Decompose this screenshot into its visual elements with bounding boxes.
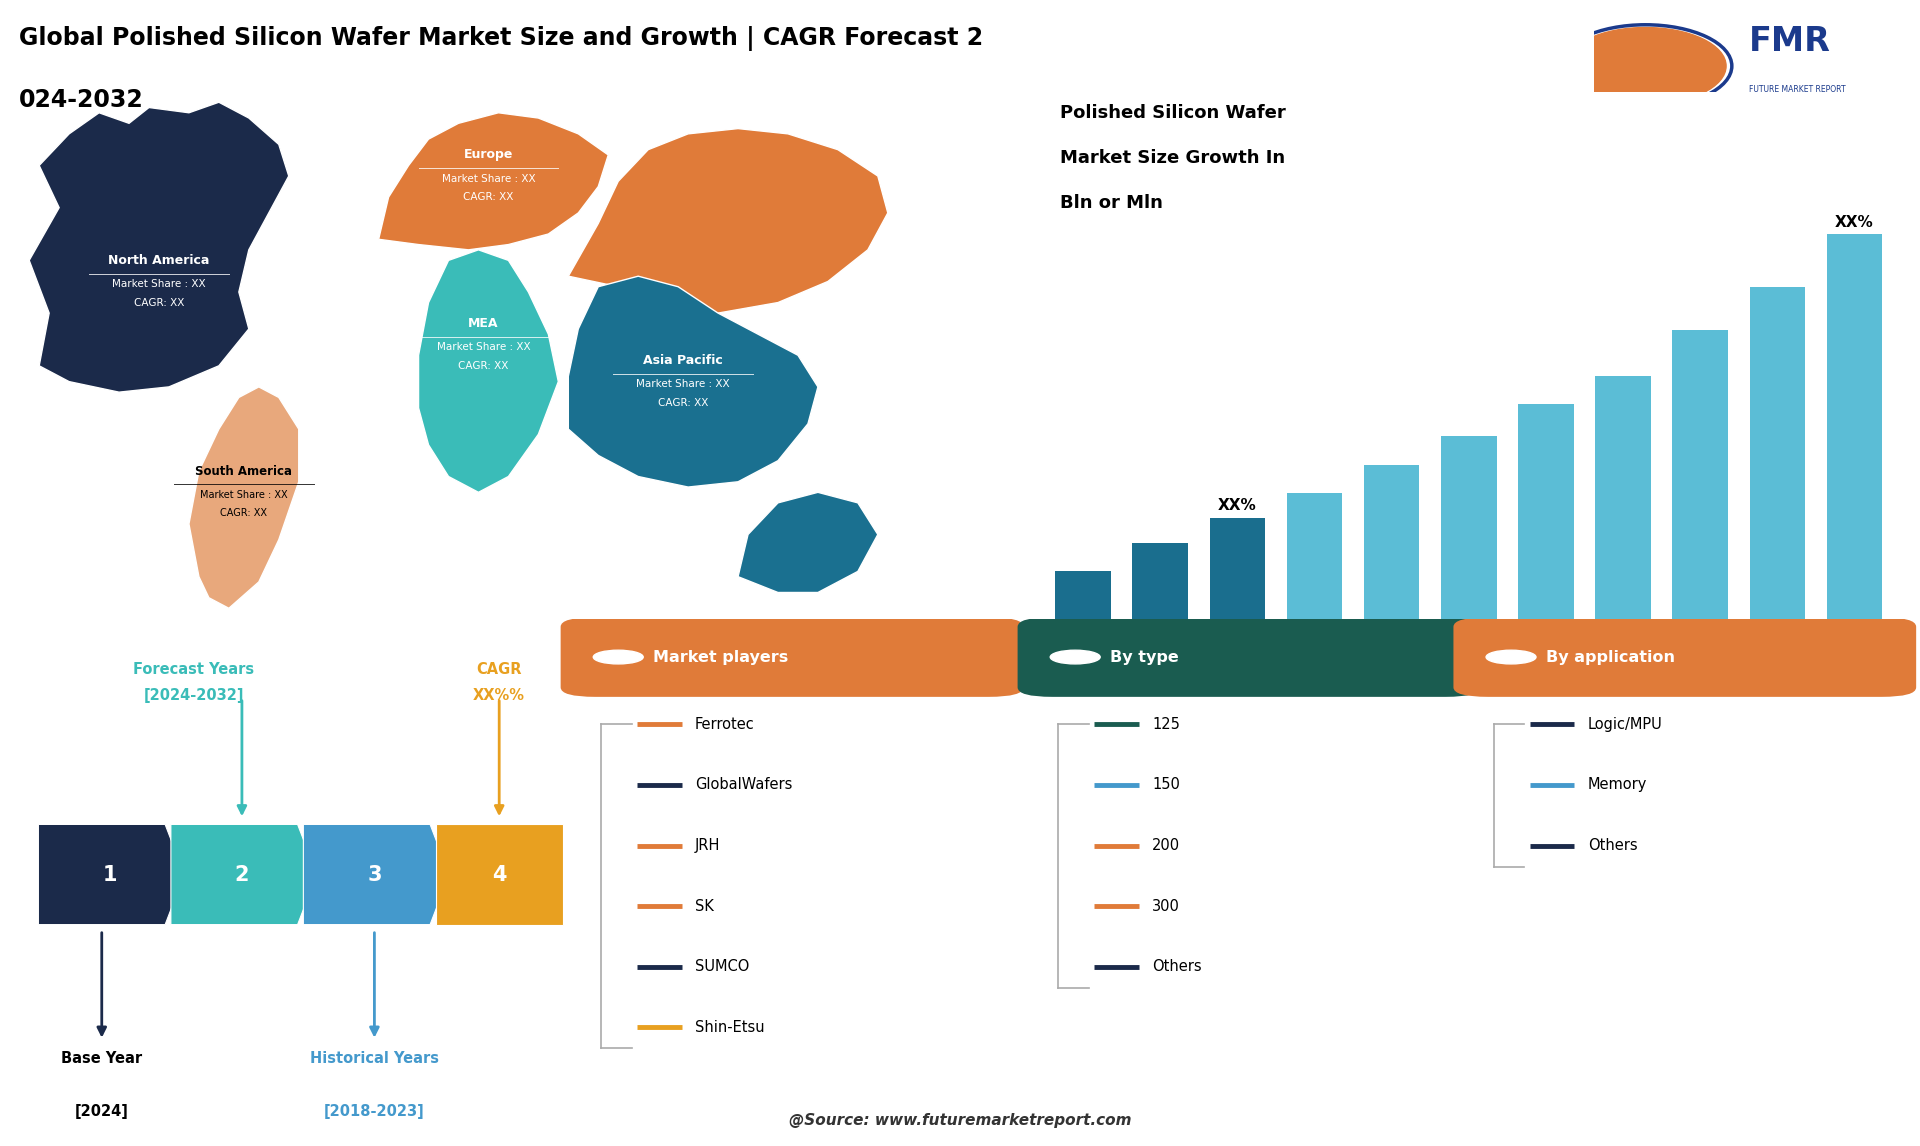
Polygon shape xyxy=(29,102,288,392)
Text: South America: South America xyxy=(196,465,292,478)
Circle shape xyxy=(1486,650,1536,664)
Bar xyxy=(1596,376,1651,642)
Text: Market Share : XX: Market Share : XX xyxy=(636,379,730,390)
Text: FMR: FMR xyxy=(1749,25,1832,57)
FancyBboxPatch shape xyxy=(1018,618,1480,697)
Text: [2024-2032]: [2024-2032] xyxy=(144,689,244,704)
Text: 024-2032: 024-2032 xyxy=(19,87,144,111)
Text: Polished Silicon Wafer: Polished Silicon Wafer xyxy=(1060,104,1286,121)
Polygon shape xyxy=(737,493,877,592)
Text: Asia Pacific: Asia Pacific xyxy=(643,354,724,367)
Text: Market players: Market players xyxy=(653,650,787,665)
Text: Memory: Memory xyxy=(1588,777,1647,792)
Text: Bln or Mln: Bln or Mln xyxy=(1060,194,1164,212)
Text: Others: Others xyxy=(1152,959,1202,974)
Polygon shape xyxy=(419,250,559,493)
Bar xyxy=(1749,288,1805,642)
FancyBboxPatch shape xyxy=(1453,618,1916,697)
Text: North America: North America xyxy=(108,254,209,267)
Circle shape xyxy=(1050,650,1100,664)
Text: CAGR: XX: CAGR: XX xyxy=(659,398,708,408)
Circle shape xyxy=(593,650,643,664)
Text: 125: 125 xyxy=(1152,716,1181,732)
Text: By application: By application xyxy=(1546,650,1674,665)
Text: FUTURE MARKET REPORT: FUTURE MARKET REPORT xyxy=(1749,85,1845,94)
Bar xyxy=(1056,571,1112,642)
Text: [2018-2023]: [2018-2023] xyxy=(324,1104,424,1118)
Text: Others: Others xyxy=(1588,838,1638,853)
Text: XX%%: XX%% xyxy=(472,689,526,704)
Text: Market Size Growth In: Market Size Growth In xyxy=(1060,149,1284,166)
Text: 2: 2 xyxy=(234,864,250,885)
Bar xyxy=(1442,437,1496,642)
Text: [2024]: [2024] xyxy=(75,1104,129,1118)
Polygon shape xyxy=(568,276,818,487)
Text: Forecast Years: Forecast Years xyxy=(132,662,255,677)
Bar xyxy=(1133,542,1188,642)
Text: Market Share : XX: Market Share : XX xyxy=(111,280,205,289)
Text: Logic/MPU: Logic/MPU xyxy=(1588,716,1663,732)
Text: GlobalWafers: GlobalWafers xyxy=(695,777,793,792)
Text: CAGR: CAGR xyxy=(476,662,522,677)
Text: Market Share : XX: Market Share : XX xyxy=(436,343,530,352)
Polygon shape xyxy=(303,824,449,925)
Text: MEA: MEA xyxy=(468,317,499,330)
Text: Global Polished Silicon Wafer Market Size and Growth | CAGR Forecast 2: Global Polished Silicon Wafer Market Siz… xyxy=(19,25,983,50)
Text: 300: 300 xyxy=(1152,898,1181,913)
Polygon shape xyxy=(568,128,887,313)
FancyBboxPatch shape xyxy=(561,618,1023,697)
Polygon shape xyxy=(436,824,563,925)
Bar xyxy=(1210,518,1265,642)
Text: CAGR: XX: CAGR: XX xyxy=(463,193,515,202)
Text: XX%: XX% xyxy=(1836,215,1874,230)
Text: 150: 150 xyxy=(1152,777,1181,792)
Text: Market Share : XX: Market Share : XX xyxy=(200,490,288,500)
Text: JRH: JRH xyxy=(695,838,720,853)
Text: Market Share : XX: Market Share : XX xyxy=(442,174,536,183)
Text: By type: By type xyxy=(1110,650,1179,665)
Text: CAGR: XX: CAGR: XX xyxy=(459,361,509,371)
Circle shape xyxy=(1565,28,1726,104)
Text: Europe: Europe xyxy=(465,149,513,162)
Bar xyxy=(1519,405,1574,642)
Text: CAGR: XX: CAGR: XX xyxy=(134,298,184,307)
Bar xyxy=(1826,234,1882,642)
Polygon shape xyxy=(188,387,300,609)
Text: Historical Years: Historical Years xyxy=(309,1051,440,1066)
Bar xyxy=(1286,493,1342,642)
Text: SUMCO: SUMCO xyxy=(695,959,749,974)
Polygon shape xyxy=(171,824,317,925)
Text: 1: 1 xyxy=(102,864,117,885)
Text: 200: 200 xyxy=(1152,838,1181,853)
Text: 4: 4 xyxy=(492,864,507,885)
Text: Base Year: Base Year xyxy=(61,1051,142,1066)
Polygon shape xyxy=(378,112,609,250)
Text: @Source: www.futuremarketreport.com: @Source: www.futuremarketreport.com xyxy=(789,1113,1131,1128)
Text: CAGR: XX: CAGR: XX xyxy=(221,509,267,518)
Text: SK: SK xyxy=(695,898,714,913)
Text: XX%: XX% xyxy=(1217,499,1258,513)
Text: Ferrotec: Ferrotec xyxy=(695,716,755,732)
Polygon shape xyxy=(38,824,184,925)
Text: 3: 3 xyxy=(367,864,382,885)
Bar xyxy=(1363,464,1419,642)
Bar xyxy=(1672,330,1728,642)
Text: Shin-Etsu: Shin-Etsu xyxy=(695,1020,764,1035)
